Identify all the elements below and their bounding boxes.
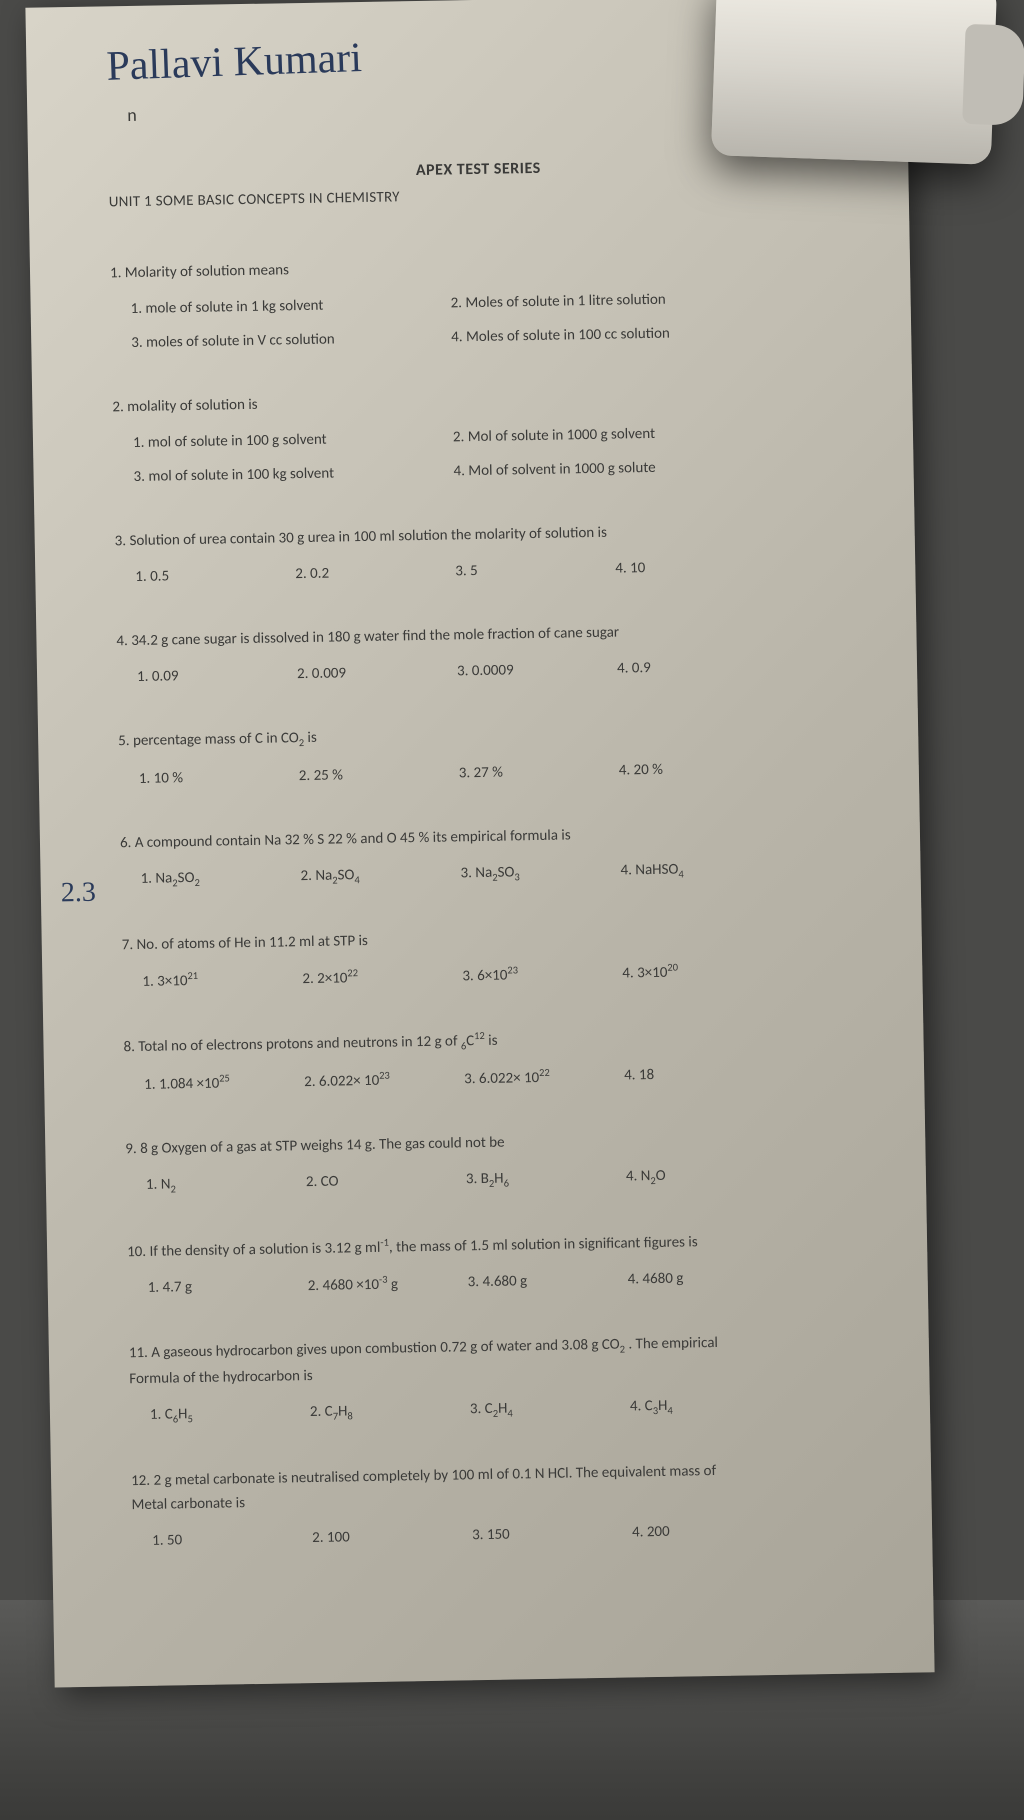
option: 1. mole of solute in 1 kg solvent — [130, 291, 450, 321]
unit-title: UNIT 1 SOME BASIC CONCEPTS IN CHEMISTRY — [109, 180, 849, 211]
option: 3. B2H6 — [466, 1165, 626, 1194]
question-text: 12. 2 g metal carbonate is neutralised c… — [131, 1456, 872, 1517]
options-row: 1. 502. 1003. 1504. 200 — [132, 1516, 872, 1563]
questions-container: 1. Molarity of solution means1. mole of … — [110, 248, 873, 1562]
option: 3. 5 — [455, 557, 615, 584]
options-row: 1. mole of solute in 1 kg solvent2. Mole… — [110, 284, 851, 365]
options-row: 1. 0.092. 0.0093. 0.00094. 0.9 — [117, 652, 857, 699]
question: 4. 34.2 g cane sugar is dissolved in 180… — [116, 616, 857, 699]
option: 3. mol of solute in 100 kg solvent — [133, 459, 453, 489]
option: 3. 27 % — [459, 758, 619, 785]
option: 4. 0.9 — [617, 654, 777, 681]
options-row: 1. 0.52. 0.23. 54. 10 — [115, 552, 855, 599]
series-title: APEX TEST SERIES — [108, 153, 848, 185]
question-text: 1. Molarity of solution means — [110, 248, 850, 285]
option: 4. N2O — [626, 1162, 786, 1191]
option: 2. 6.022× 1023 — [304, 1067, 464, 1095]
options-row: 1. 3×10212. 2×10223. 6×10234. 3×1020 — [122, 956, 862, 1004]
question-text: 5. percentage mass of C in CO2 is — [118, 716, 858, 755]
question-text: 6. A compound contain Na 32 % S 22 % and… — [120, 818, 860, 855]
option: 1. N2 — [146, 1170, 306, 1199]
option: 3. 150 — [472, 1520, 632, 1547]
options-row: 1. 1.084 ×10252. 6.022× 10233. 6.022× 10… — [124, 1060, 864, 1108]
question: 7. No. of atoms of He in 11.2 ml at STP … — [122, 920, 863, 1004]
option: 2. 100 — [312, 1523, 472, 1550]
margin-note: 2.3 — [61, 877, 97, 910]
option: 2. 0.2 — [295, 559, 455, 586]
worksheet-paper: Pallavi Kumari n APEX TEST SERIES UNIT 1… — [25, 0, 934, 1688]
option: 4. Mol of solvent in 1000 g solute — [453, 454, 773, 484]
question: 8. Total no of electrons protons and neu… — [123, 1021, 864, 1108]
options-row: 1. N22. CO3. B2H64. N2O — [126, 1161, 867, 1210]
option: 3. 0.0009 — [457, 657, 617, 684]
option: 4. Moles of solute in 100 cc solution — [451, 320, 771, 350]
option: 1. Na2SO2 — [140, 864, 300, 893]
options-row: 1. 10 %2. 25 %3. 27 %4. 20 % — [119, 754, 859, 801]
option: 4. 200 — [632, 1517, 792, 1544]
option: 1. 10 % — [139, 764, 299, 791]
option: 3. Na2SO3 — [460, 858, 620, 887]
question-text: 3. Solution of urea contain 30 g urea in… — [115, 516, 855, 553]
option: 1. 0.09 — [137, 662, 297, 689]
option: 4. 20 % — [619, 756, 779, 783]
option: 3. moles of solute in V cc solution — [131, 325, 451, 355]
question-text: 11. A gaseous hydrocarbon gives upon com… — [129, 1328, 870, 1391]
question-text: 7. No. of atoms of He in 11.2 ml at STP … — [122, 920, 862, 957]
question-text: 8. Total no of electrons protons and neu… — [123, 1021, 863, 1061]
option: 4. NaHSO4 — [620, 856, 780, 885]
option: 1. 3×1021 — [142, 966, 302, 994]
option: 1. 50 — [152, 1526, 312, 1553]
question-text: 9. 8 g Oxygen of a gas at STP weighs 14 … — [125, 1125, 865, 1162]
question-text: 2. molality of solution is — [112, 382, 852, 419]
question-text: 4. 34.2 g cane sugar is dissolved in 180… — [116, 616, 856, 653]
option: 2. Na2SO4 — [300, 861, 460, 890]
option: 4. 18 — [624, 1061, 784, 1089]
option: 4. C3H4 — [630, 1392, 790, 1421]
option: 4. 4680 g — [627, 1265, 787, 1293]
option: 3. 6.022× 1022 — [464, 1064, 624, 1092]
option: 2. 25 % — [299, 761, 459, 788]
option: 4. 10 — [615, 554, 775, 581]
option: 2. CO — [306, 1168, 466, 1197]
option: 1. C6H5 — [150, 1400, 310, 1429]
question: 3. Solution of urea contain 30 g urea in… — [115, 516, 856, 599]
question: 6. A compound contain Na 32 % S 22 % and… — [120, 818, 861, 903]
option: 3. 6×1023 — [462, 960, 622, 988]
option: 1. 0.5 — [135, 562, 295, 589]
charger-plug — [711, 0, 997, 165]
option: 1. 4.7 g — [148, 1273, 308, 1301]
question: 10. If the density of a solution is 3.12… — [127, 1226, 868, 1311]
options-row: 1. mol of solute in 100 g solvent2. Mol … — [113, 418, 854, 499]
option: 2. 4680 ×10-3 g — [308, 1270, 468, 1298]
question: 12. 2 g metal carbonate is neutralised c… — [131, 1456, 873, 1563]
question: 1. Molarity of solution means1. mole of … — [110, 248, 852, 365]
option: 3. 4.680 g — [468, 1268, 628, 1296]
question-text: 10. If the density of a solution is 3.12… — [127, 1226, 867, 1264]
option: 2. Mol of solute in 1000 g solvent — [453, 420, 773, 450]
option: 2. Moles of solute in 1 litre solution — [450, 286, 770, 316]
question: 9. 8 g Oxygen of a gas at STP weighs 14 … — [125, 1125, 866, 1210]
option: 2. C7H8 — [310, 1397, 470, 1426]
options-row: 1. C6H52. C7H83. C2H44. C3H4 — [130, 1390, 871, 1439]
option: 2. 0.009 — [297, 659, 457, 686]
option: 1. 1.084 ×1025 — [144, 1069, 304, 1097]
question: 5. percentage mass of C in CO2 is1. 10 %… — [118, 716, 859, 801]
option: 3. C2H4 — [470, 1394, 630, 1423]
option: 4. 3×1020 — [622, 957, 782, 985]
question: 11. A gaseous hydrocarbon gives upon com… — [129, 1328, 871, 1438]
question: 2. molality of solution is1. mol of solu… — [112, 382, 854, 499]
option: 2. 2×1022 — [302, 963, 462, 991]
options-row: 1. Na2SO22. Na2SO43. Na2SO34. NaHSO4 — [120, 854, 861, 903]
options-row: 1. 4.7 g2. 4680 ×10-3 g3. 4.680 g4. 4680… — [128, 1263, 868, 1311]
option: 1. mol of solute in 100 g solvent — [133, 425, 453, 455]
